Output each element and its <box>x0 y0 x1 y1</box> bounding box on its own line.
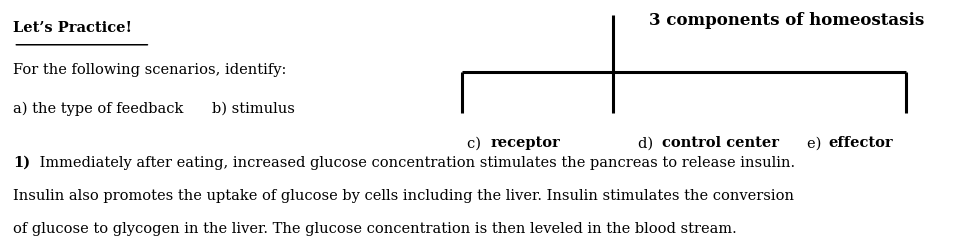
Text: control center: control center <box>661 136 778 150</box>
Text: receptor: receptor <box>490 136 560 150</box>
Text: 1): 1) <box>14 155 30 169</box>
Text: b) stimulus: b) stimulus <box>212 102 295 116</box>
Text: a) the type of feedback: a) the type of feedback <box>14 102 183 116</box>
Text: c): c) <box>466 136 484 150</box>
Text: For the following scenarios, identify:: For the following scenarios, identify: <box>14 63 287 77</box>
Text: e): e) <box>806 136 826 150</box>
Text: Insulin also promotes the uptake of glucose by cells including the liver. Insuli: Insulin also promotes the uptake of gluc… <box>14 188 794 202</box>
Text: effector: effector <box>828 136 891 150</box>
Text: d): d) <box>637 136 657 150</box>
Text: 3 components of homeostasis: 3 components of homeostasis <box>648 11 923 28</box>
Text: of glucose to glycogen in the liver. The glucose concentration is then leveled i: of glucose to glycogen in the liver. The… <box>14 221 736 235</box>
Text: Let’s Practice!: Let’s Practice! <box>14 21 133 35</box>
Text: Immediately after eating, increased glucose concentration stimulates the pancrea: Immediately after eating, increased gluc… <box>35 155 794 169</box>
